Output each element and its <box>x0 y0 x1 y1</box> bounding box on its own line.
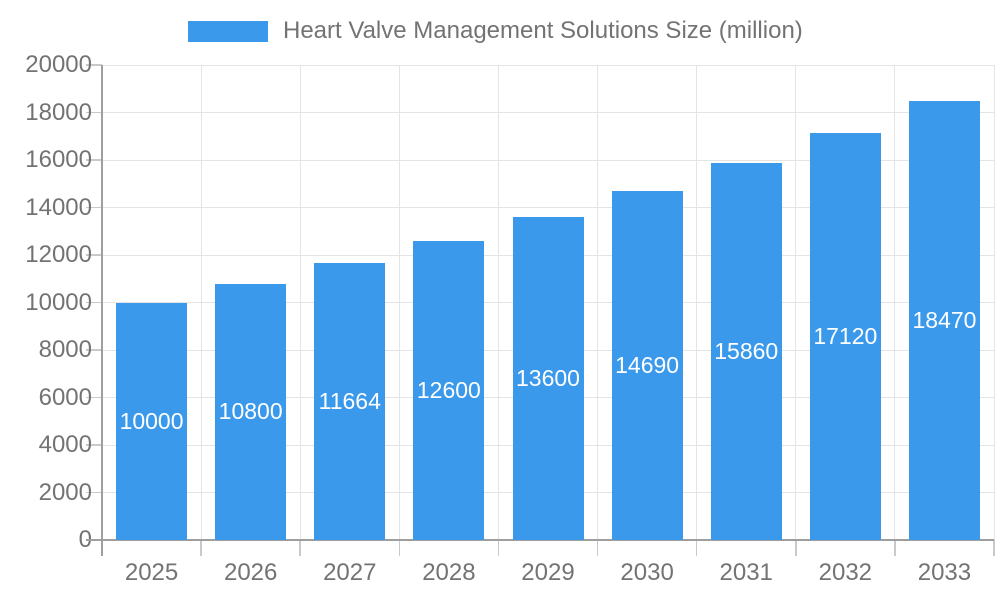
bar-2031: 15860 <box>710 163 782 540</box>
bar-2032: 17120 <box>809 133 881 540</box>
x-tick-label-2027: 2027 <box>323 559 377 586</box>
gridline-vertical <box>696 65 698 540</box>
gridline-vertical <box>299 65 301 540</box>
bar-2030: 14690 <box>611 191 683 540</box>
y-tick-label: 6000 <box>38 383 92 411</box>
bar-2033: 18470 <box>908 101 980 540</box>
y-tick-label: 2000 <box>38 478 92 506</box>
gridline-vertical <box>200 65 202 540</box>
y-tick-label: 12000 <box>25 241 92 268</box>
legend-item[interactable]: Heart Valve Management Solutions Size (m… <box>188 17 803 45</box>
bar-value-label: 10000 <box>119 407 184 434</box>
y-axis-tick <box>86 254 102 256</box>
x-tick-label-2025: 2025 <box>124 559 179 586</box>
x-tick-label-2032: 2032 <box>818 559 873 586</box>
bar-2025: 10000 <box>116 302 188 540</box>
y-axis-tick <box>86 301 102 304</box>
y-axis-tick <box>86 349 102 351</box>
y-axis-line <box>100 65 103 556</box>
bar-2026: 10800 <box>215 283 287 540</box>
y-axis-tick <box>86 444 102 446</box>
bar-value-label: 10800 <box>218 398 283 425</box>
y-tick-label: 10000 <box>25 288 92 316</box>
bar-value-label: 12600 <box>416 376 481 403</box>
bar-value-label: 13600 <box>516 365 580 391</box>
x-axis-tick <box>894 540 896 556</box>
x-tick-label-2029: 2029 <box>521 559 575 586</box>
x-axis-line <box>86 539 994 541</box>
bar-value-label: 17120 <box>813 323 878 350</box>
y-tick-label: 20000 <box>25 51 92 78</box>
x-tick-label-2033: 2033 <box>917 559 972 586</box>
gridline-vertical <box>795 65 797 540</box>
y-tick-label: 4000 <box>38 431 92 458</box>
y-tick-label: 0 <box>78 526 92 553</box>
bar-value-label: 15860 <box>714 338 779 365</box>
y-tick-label: 18000 <box>25 98 92 126</box>
y-axis-tick <box>86 396 102 399</box>
y-axis-tick <box>86 491 102 494</box>
x-tick-label-2031: 2031 <box>719 559 773 586</box>
gridline-horizontal <box>102 64 994 66</box>
y-tick-label: 16000 <box>25 146 92 173</box>
gridline-vertical <box>993 65 995 540</box>
x-axis-tick <box>200 540 202 556</box>
x-axis-tick <box>299 540 301 556</box>
x-axis-tick <box>497 540 500 556</box>
x-axis-tick <box>398 540 401 556</box>
gridline-horizontal <box>102 112 994 113</box>
x-axis-tick <box>993 540 995 556</box>
y-axis-tick <box>86 64 102 66</box>
gridline-vertical <box>398 65 400 540</box>
y-tick-label: 14000 <box>25 193 92 221</box>
gridline-vertical <box>894 65 896 540</box>
x-axis-tick <box>795 540 797 556</box>
gridline-vertical <box>597 65 599 540</box>
x-axis-tick <box>695 540 698 556</box>
y-axis-tick <box>86 159 102 161</box>
x-axis-tick <box>596 540 599 556</box>
x-tick-label-2026: 2026 <box>223 559 278 586</box>
legend-swatch <box>188 20 268 42</box>
gridline-horizontal <box>102 159 994 161</box>
y-axis-tick <box>86 206 102 209</box>
legend-label: Heart Valve Management Solutions Size (m… <box>283 17 803 44</box>
bar-2027: 11664 <box>314 262 386 540</box>
x-tick-label-2028: 2028 <box>422 559 476 586</box>
bar-2028: 12600 <box>413 240 485 540</box>
y-tick-label: 8000 <box>38 336 92 363</box>
bar-2029: 13600 <box>512 217 584 540</box>
bar-value-label: 18470 <box>912 307 977 334</box>
y-axis-tick <box>86 111 102 114</box>
gridline-vertical <box>497 65 499 540</box>
bar-value-label: 14690 <box>615 352 680 379</box>
gridline-horizontal <box>102 207 994 208</box>
bar-value-label: 11664 <box>318 387 381 414</box>
x-tick-label-2030: 2030 <box>620 559 674 586</box>
